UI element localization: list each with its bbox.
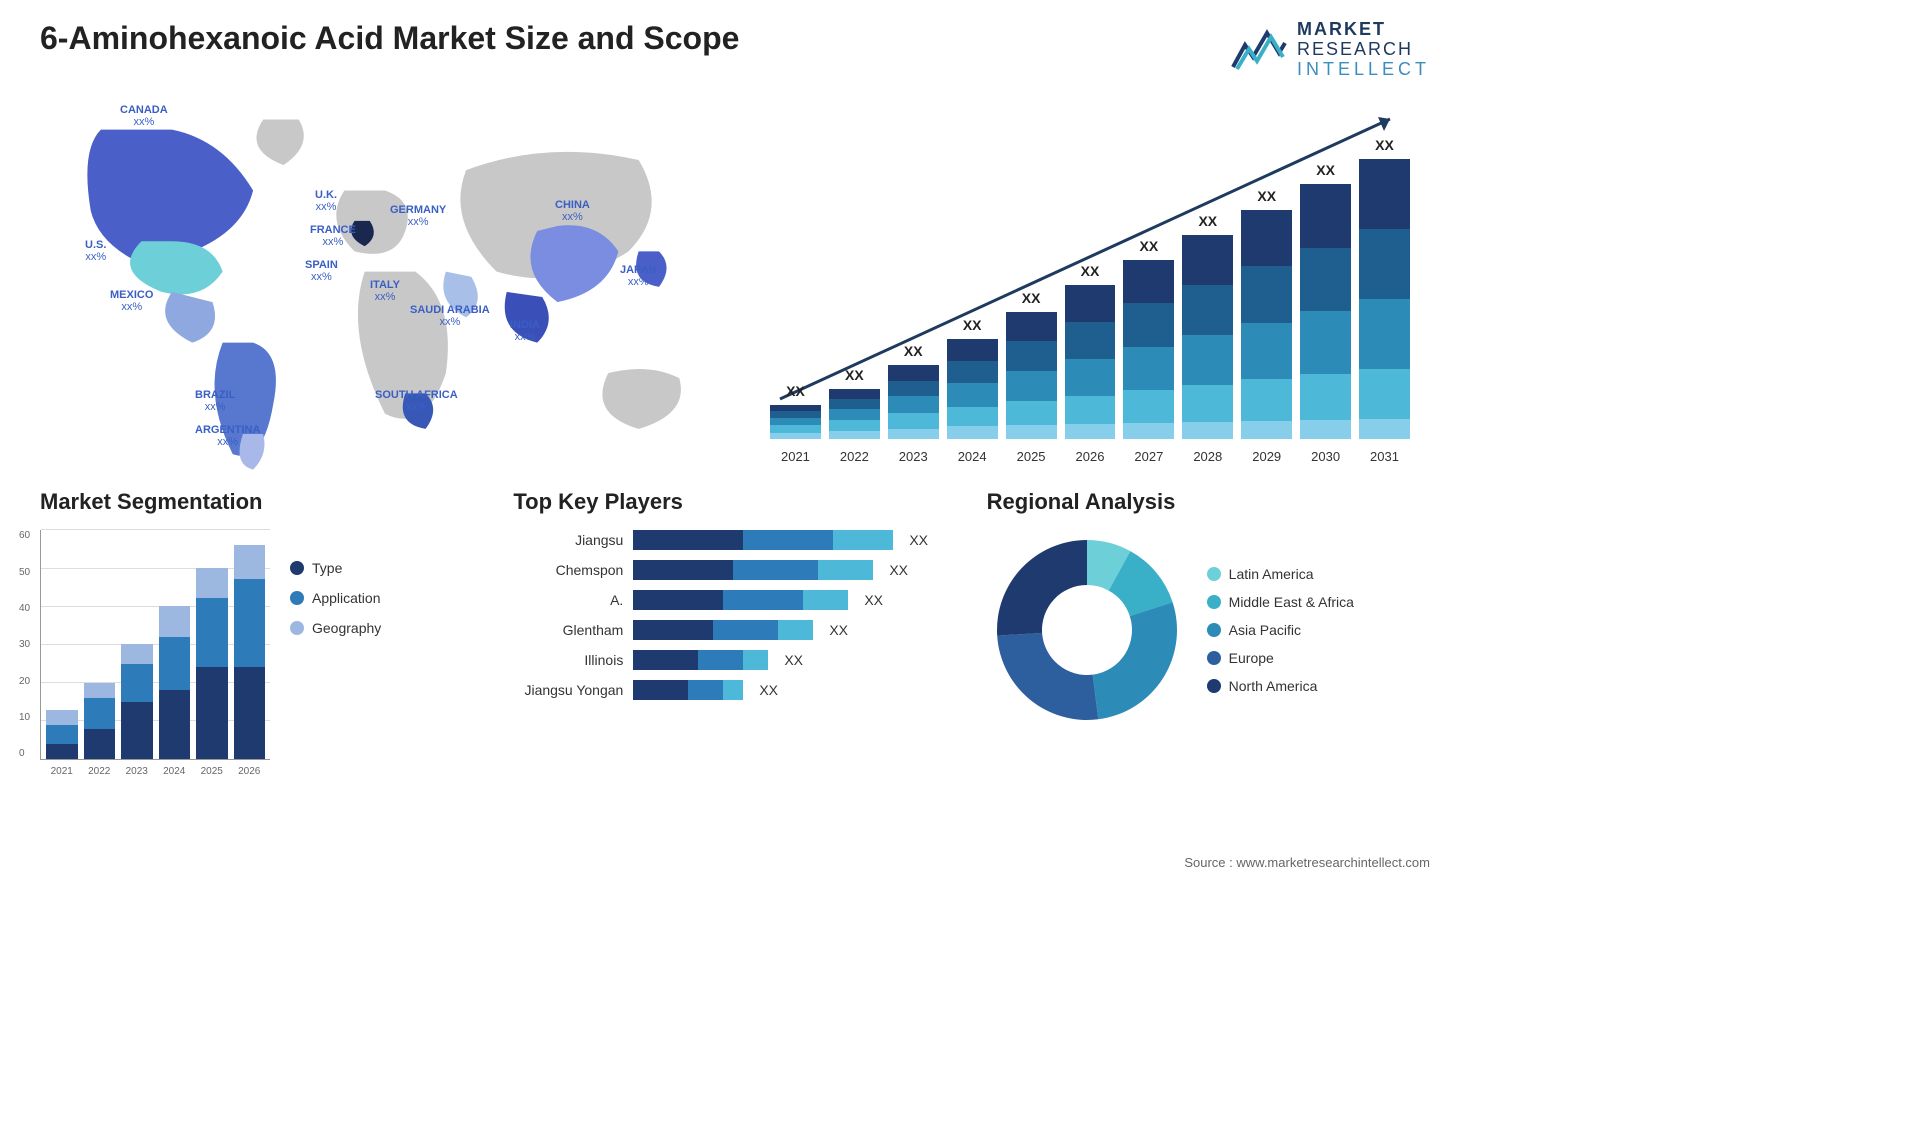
growth-bar: XX <box>770 405 821 440</box>
key-player-row: GlenthamXX <box>513 620 956 640</box>
map-label: U.K.xx% <box>315 189 337 213</box>
legend-item: Geography <box>290 620 381 636</box>
segmentation-bar <box>159 606 191 759</box>
map-label: FRANCExx% <box>310 224 356 248</box>
segmentation-bar <box>196 568 228 760</box>
key-player-row: A.XX <box>513 590 956 610</box>
segmentation-legend: Type Application Geography <box>290 530 381 760</box>
growth-bar: XX <box>1182 235 1233 440</box>
legend-item: Type <box>290 560 381 576</box>
growth-bar: XX <box>1065 285 1116 440</box>
growth-bar: XX <box>1123 260 1174 440</box>
donut-slice <box>997 540 1087 636</box>
growth-bar: XX <box>888 365 939 439</box>
world-map-chart: CANADAxx% U.S.xx% MEXICOxx% BRAZILxx% ARGENT… <box>40 89 730 469</box>
segmentation-bar <box>121 644 153 759</box>
map-label: ITALYxx% <box>370 279 400 303</box>
key-player-row: JiangsuXX <box>513 530 956 550</box>
map-label: ARGENTINAxx% <box>195 424 260 448</box>
growth-bar: XX <box>1006 312 1057 439</box>
logo-line3: INTELLECT <box>1297 60 1430 80</box>
map-label: INDIAxx% <box>510 319 540 343</box>
logo-line1: MARKET <box>1297 20 1430 40</box>
legend-item: Asia Pacific <box>1207 622 1354 638</box>
key-player-row: ChemsponXX <box>513 560 956 580</box>
regional-panel: Regional Analysis Latin America Middle Ea… <box>987 489 1430 760</box>
source-attribution: Source : www.marketresearchintellect.com <box>1184 855 1430 870</box>
logo-icon <box>1231 27 1287 73</box>
growth-bar: XX <box>1359 159 1410 439</box>
segmentation-bar-chart: 0102030405060 202120222023202420252026 <box>40 530 270 760</box>
map-label: SPAINxx% <box>305 259 338 283</box>
map-label: CHINAxx% <box>555 199 590 223</box>
segmentation-title: Market Segmentation <box>40 489 483 515</box>
map-label: MEXICOxx% <box>110 289 153 313</box>
segmentation-bar <box>84 683 116 760</box>
key-player-row: IllinoisXX <box>513 650 956 670</box>
growth-bar: XX <box>947 339 998 439</box>
growth-stacked-bar-chart: XXXXXXXXXXXXXXXXXXXXXX 20212022202320242… <box>750 89 1430 469</box>
growth-bar: XX <box>1241 210 1292 440</box>
regional-donut-chart <box>987 530 1187 730</box>
segmentation-panel: Market Segmentation 0102030405060 202120… <box>40 489 483 760</box>
legend-item: Application <box>290 590 381 606</box>
key-player-row: Jiangsu YonganXX <box>513 680 956 700</box>
map-label: JAPANxx% <box>620 264 656 288</box>
page-title: 6-Aminohexanoic Acid Market Size and Sco… <box>40 20 739 57</box>
map-label: U.S.xx% <box>85 239 106 263</box>
map-label: CANADAxx% <box>120 104 168 128</box>
map-label: BRAZILxx% <box>195 389 235 413</box>
logo-line2: RESEARCH <box>1297 40 1430 60</box>
map-label: SAUDI ARABIAxx% <box>410 304 490 328</box>
key-players-panel: Top Key Players JiangsuXX ChemsponXX A.XX G… <box>513 489 956 760</box>
donut-slice <box>1092 603 1176 720</box>
regional-legend: Latin America Middle East & Africa Asia Pa… <box>1207 566 1354 694</box>
growth-bar: XX <box>1300 184 1351 439</box>
map-label: SOUTH AFRICAxx% <box>375 389 458 413</box>
map-label: GERMANYxx% <box>390 204 446 228</box>
key-players-title: Top Key Players <box>513 489 956 515</box>
segmentation-bar <box>46 710 78 760</box>
regional-title: Regional Analysis <box>987 489 1430 515</box>
growth-bar: XX <box>829 389 880 439</box>
legend-item: Latin America <box>1207 566 1354 582</box>
donut-slice <box>997 633 1098 720</box>
legend-item: North America <box>1207 678 1354 694</box>
segmentation-bar <box>234 545 266 760</box>
brand-logo: MARKET RESEARCH INTELLECT <box>1231 20 1430 79</box>
key-players-bars: JiangsuXX ChemsponXX A.XX GlenthamXX Illinoi… <box>513 530 956 700</box>
legend-item: Middle East & Africa <box>1207 594 1354 610</box>
legend-item: Europe <box>1207 650 1354 666</box>
